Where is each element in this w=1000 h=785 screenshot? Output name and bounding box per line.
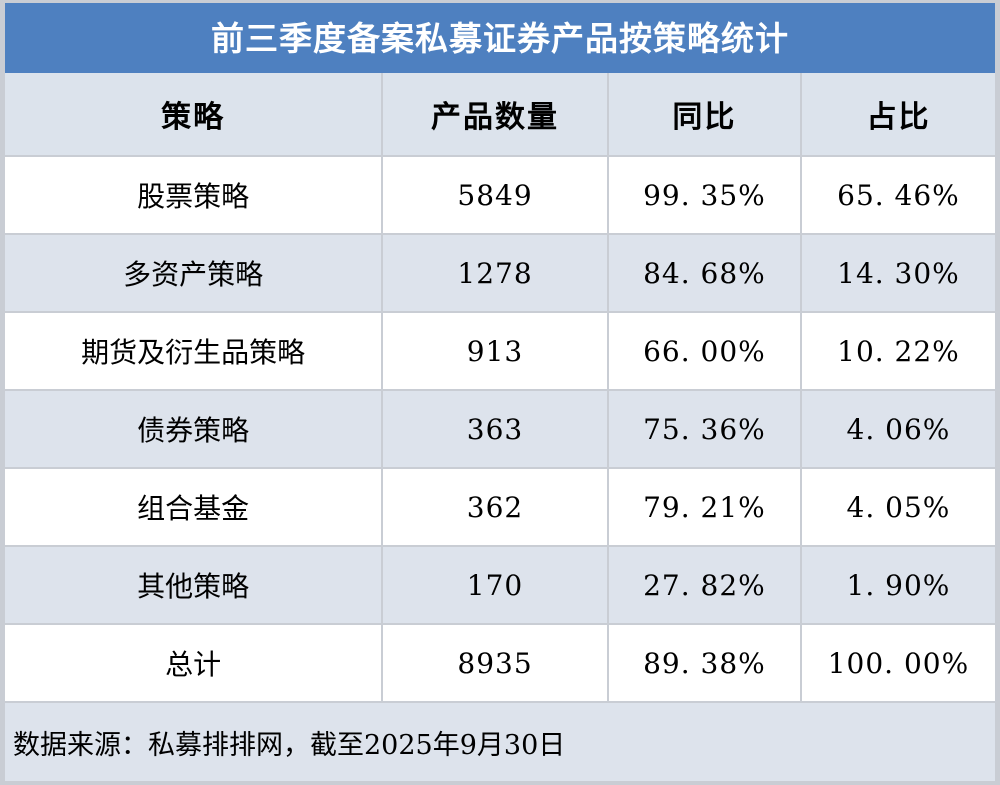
table-row: 期货及衍生品策略 913 66. 00% 10. 22% [5,313,995,391]
column-header-strategy: 策略 [5,73,384,157]
cell-share: 14. 30% [801,235,995,313]
column-header-yoy: 同比 [608,73,802,157]
cell-strategy: 其他策略 [5,547,384,625]
page-title: 前三季度备案私募证券产品按策略统计 [211,18,789,58]
table-row: 多资产策略 1278 84. 68% 14. 30% [5,235,995,313]
column-header-share: 占比 [801,73,995,157]
table-row: 股票策略 5849 99. 35% 65. 46% [5,157,995,235]
data-table: 策略 产品数量 同比 占比 股票策略 5849 99. 35% 65. 46% … [0,73,1000,785]
cell-yoy: 27. 82% [608,547,802,625]
cell-share: 65. 46% [801,157,995,235]
cell-strategy: 期货及衍生品策略 [5,313,384,391]
cell-strategy-total: 总计 [5,625,384,703]
table-total-row: 总计 8935 89. 38% 100. 00% [5,625,995,703]
cell-share: 4. 05% [801,469,995,547]
cell-share: 4. 06% [801,391,995,469]
table-row: 其他策略 170 27. 82% 1. 90% [5,547,995,625]
cell-yoy: 99. 35% [608,157,802,235]
cell-strategy: 债券策略 [5,391,384,469]
cell-share: 10. 22% [801,313,995,391]
cell-yoy: 66. 00% [608,313,802,391]
cell-count: 363 [383,391,609,469]
column-header-count: 产品数量 [383,73,609,157]
cell-share: 1. 90% [801,547,995,625]
cell-count: 5849 [383,157,609,235]
table-row: 债券策略 363 75. 36% 4. 06% [5,391,995,469]
table-row: 组合基金 362 79. 21% 4. 05% [5,469,995,547]
data-source-note: 数据来源：私募排排网，截至2025年9月30日 [5,703,995,781]
cell-count: 362 [383,469,609,547]
cell-strategy: 多资产策略 [5,235,384,313]
cell-count: 913 [383,313,609,391]
cell-yoy-total: 89. 38% [608,625,802,703]
cell-strategy: 组合基金 [5,469,384,547]
cell-count: 170 [383,547,609,625]
cell-yoy: 79. 21% [608,469,802,547]
table-footnote-row: 数据来源：私募排排网，截至2025年9月30日 [5,703,995,781]
cell-share-total: 100. 00% [801,625,995,703]
cell-yoy: 75. 36% [608,391,802,469]
cell-yoy: 84. 68% [608,235,802,313]
cell-count-total: 8935 [383,625,609,703]
table-title-banner: 前三季度备案私募证券产品按策略统计 [0,0,1000,73]
table-header-row: 策略 产品数量 同比 占比 [5,73,995,157]
cell-count: 1278 [383,235,609,313]
cell-strategy: 股票策略 [5,157,384,235]
